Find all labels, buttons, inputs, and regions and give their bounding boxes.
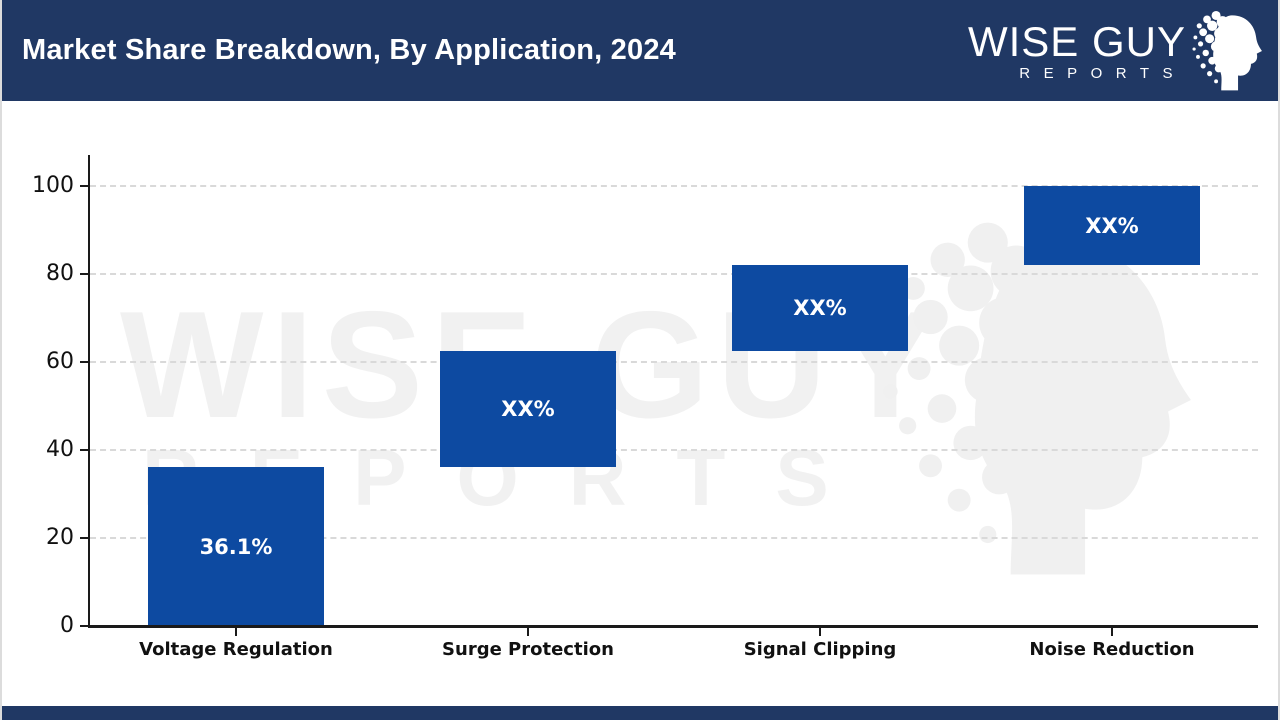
y-tickmark (80, 449, 89, 451)
x-category-label: Voltage Regulation (139, 639, 333, 660)
x-tickmark (1111, 628, 1113, 636)
header-bar: Market Share Breakdown, By Application, … (2, 0, 1278, 101)
bar-value-label: XX% (793, 296, 847, 321)
watermark-head-icon (883, 222, 1191, 575)
x-tickmark (235, 628, 237, 636)
gridline (90, 185, 1258, 187)
y-axis-spine (88, 155, 90, 627)
bar-value-label: XX% (1085, 213, 1139, 238)
x-axis-spine (88, 625, 1258, 628)
y-tick-label: 20 (46, 525, 74, 550)
y-tick-label: 40 (46, 437, 74, 462)
x-tickmark (819, 628, 821, 636)
y-tickmark (80, 537, 89, 539)
bar-segment: 36.1% (148, 467, 324, 626)
chart-title: Market Share Breakdown, By Application, … (22, 34, 676, 66)
x-tickmark (527, 628, 529, 636)
y-tickmark (80, 185, 89, 187)
bar-segment: XX% (732, 265, 908, 351)
bar-segment: XX% (1024, 186, 1200, 266)
y-tick-label: 60 (46, 349, 74, 374)
wiseguy-logo: WISE GUY REPORTS (968, 9, 1268, 93)
x-category-label: Surge Protection (442, 639, 614, 660)
bar-value-label: 36.1% (199, 534, 273, 559)
y-tickmark (80, 361, 89, 363)
x-category-label: Signal Clipping (743, 639, 897, 660)
gridline (90, 361, 1258, 363)
y-tick-label: 100 (32, 173, 74, 198)
logo-head-icon (1192, 10, 1262, 90)
y-tickmark (80, 273, 89, 275)
gridline (90, 449, 1258, 451)
x-category-label: Noise Reduction (1029, 639, 1195, 660)
logo-wordmark: WISE GUY REPORTS (967, 17, 1186, 82)
y-tick-label: 80 (46, 261, 74, 286)
gridline (90, 273, 1258, 275)
logo-wordmark-line1: WISE GUY (967, 17, 1186, 65)
bar-value-label: XX% (501, 397, 555, 422)
bar-segment: XX% (440, 351, 616, 468)
logo-wordmark-line2: REPORTS (1019, 64, 1186, 82)
y-tickmark (80, 625, 89, 627)
footer-bar (2, 706, 1278, 720)
y-tick-label: 0 (60, 613, 74, 638)
gridline (90, 537, 1258, 539)
